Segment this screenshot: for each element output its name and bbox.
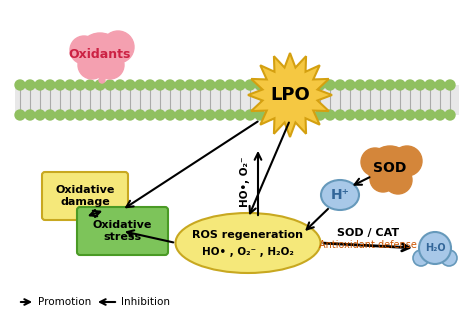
Circle shape xyxy=(235,80,245,90)
Circle shape xyxy=(55,80,65,90)
Circle shape xyxy=(65,110,75,120)
Circle shape xyxy=(185,80,195,90)
Circle shape xyxy=(135,110,145,120)
Circle shape xyxy=(425,110,435,120)
Text: Oxidants: Oxidants xyxy=(69,48,131,62)
Circle shape xyxy=(413,250,429,266)
Text: Antioxidant defense: Antioxidant defense xyxy=(319,240,417,250)
Circle shape xyxy=(105,110,115,120)
Circle shape xyxy=(445,110,455,120)
Text: HO•, O₂⁻: HO•, O₂⁻ xyxy=(240,157,250,207)
Circle shape xyxy=(355,80,365,90)
Circle shape xyxy=(315,110,325,120)
Circle shape xyxy=(85,80,95,90)
Circle shape xyxy=(255,80,265,90)
Circle shape xyxy=(105,80,115,90)
Circle shape xyxy=(245,80,255,90)
Circle shape xyxy=(165,110,175,120)
Circle shape xyxy=(25,110,35,120)
Circle shape xyxy=(35,80,45,90)
Circle shape xyxy=(215,110,225,120)
Circle shape xyxy=(365,110,375,120)
Circle shape xyxy=(345,80,355,90)
Circle shape xyxy=(335,110,345,120)
Circle shape xyxy=(415,80,425,90)
Circle shape xyxy=(145,110,155,120)
Circle shape xyxy=(325,110,335,120)
Circle shape xyxy=(355,110,365,120)
Circle shape xyxy=(125,110,135,120)
Circle shape xyxy=(305,80,315,90)
Circle shape xyxy=(305,110,315,120)
Circle shape xyxy=(75,80,85,90)
Polygon shape xyxy=(248,53,332,137)
Circle shape xyxy=(375,110,385,120)
Circle shape xyxy=(195,80,205,90)
Circle shape xyxy=(275,80,285,90)
Circle shape xyxy=(445,80,455,90)
Circle shape xyxy=(45,80,55,90)
Circle shape xyxy=(385,80,395,90)
Text: H⁺: H⁺ xyxy=(330,188,349,202)
Circle shape xyxy=(365,80,375,90)
Circle shape xyxy=(70,36,98,64)
Circle shape xyxy=(185,110,195,120)
Circle shape xyxy=(145,80,155,90)
Circle shape xyxy=(370,166,396,192)
Circle shape xyxy=(205,80,215,90)
Circle shape xyxy=(115,110,125,120)
Circle shape xyxy=(125,80,135,90)
FancyBboxPatch shape xyxy=(77,207,168,255)
Circle shape xyxy=(368,146,412,190)
Circle shape xyxy=(96,51,124,79)
Circle shape xyxy=(195,110,205,120)
Circle shape xyxy=(361,148,389,176)
Circle shape xyxy=(275,110,285,120)
Circle shape xyxy=(392,146,422,176)
Circle shape xyxy=(265,110,275,120)
Text: H₂O: H₂O xyxy=(425,243,445,253)
Text: HO• , O₂⁻ , H₂O₂: HO• , O₂⁻ , H₂O₂ xyxy=(202,247,294,257)
Circle shape xyxy=(315,80,325,90)
Circle shape xyxy=(95,110,105,120)
Circle shape xyxy=(45,110,55,120)
Circle shape xyxy=(405,80,415,90)
Circle shape xyxy=(435,110,445,120)
Text: LPO: LPO xyxy=(270,86,310,104)
Circle shape xyxy=(215,80,225,90)
Circle shape xyxy=(55,110,65,120)
Text: Promotion: Promotion xyxy=(38,297,91,307)
Circle shape xyxy=(205,110,215,120)
Circle shape xyxy=(15,80,25,90)
Circle shape xyxy=(419,232,451,264)
Circle shape xyxy=(415,110,425,120)
Circle shape xyxy=(225,80,235,90)
Circle shape xyxy=(95,80,105,90)
Circle shape xyxy=(135,80,145,90)
Circle shape xyxy=(425,80,435,90)
Ellipse shape xyxy=(175,213,320,273)
Text: Inhibition: Inhibition xyxy=(121,297,170,307)
Circle shape xyxy=(85,110,95,120)
Circle shape xyxy=(384,166,412,194)
Circle shape xyxy=(255,110,265,120)
Circle shape xyxy=(395,80,405,90)
Circle shape xyxy=(435,80,445,90)
Circle shape xyxy=(115,80,125,90)
Circle shape xyxy=(65,80,75,90)
Text: Oxidative
damage: Oxidative damage xyxy=(55,185,115,207)
Bar xyxy=(15,85,459,115)
Circle shape xyxy=(335,80,345,90)
Circle shape xyxy=(345,110,355,120)
Circle shape xyxy=(75,110,85,120)
Circle shape xyxy=(35,110,45,120)
Circle shape xyxy=(155,80,165,90)
Circle shape xyxy=(102,31,134,63)
Circle shape xyxy=(78,33,122,77)
Circle shape xyxy=(78,51,106,79)
FancyBboxPatch shape xyxy=(42,172,128,220)
Circle shape xyxy=(265,80,275,90)
Circle shape xyxy=(295,110,305,120)
Circle shape xyxy=(175,80,185,90)
